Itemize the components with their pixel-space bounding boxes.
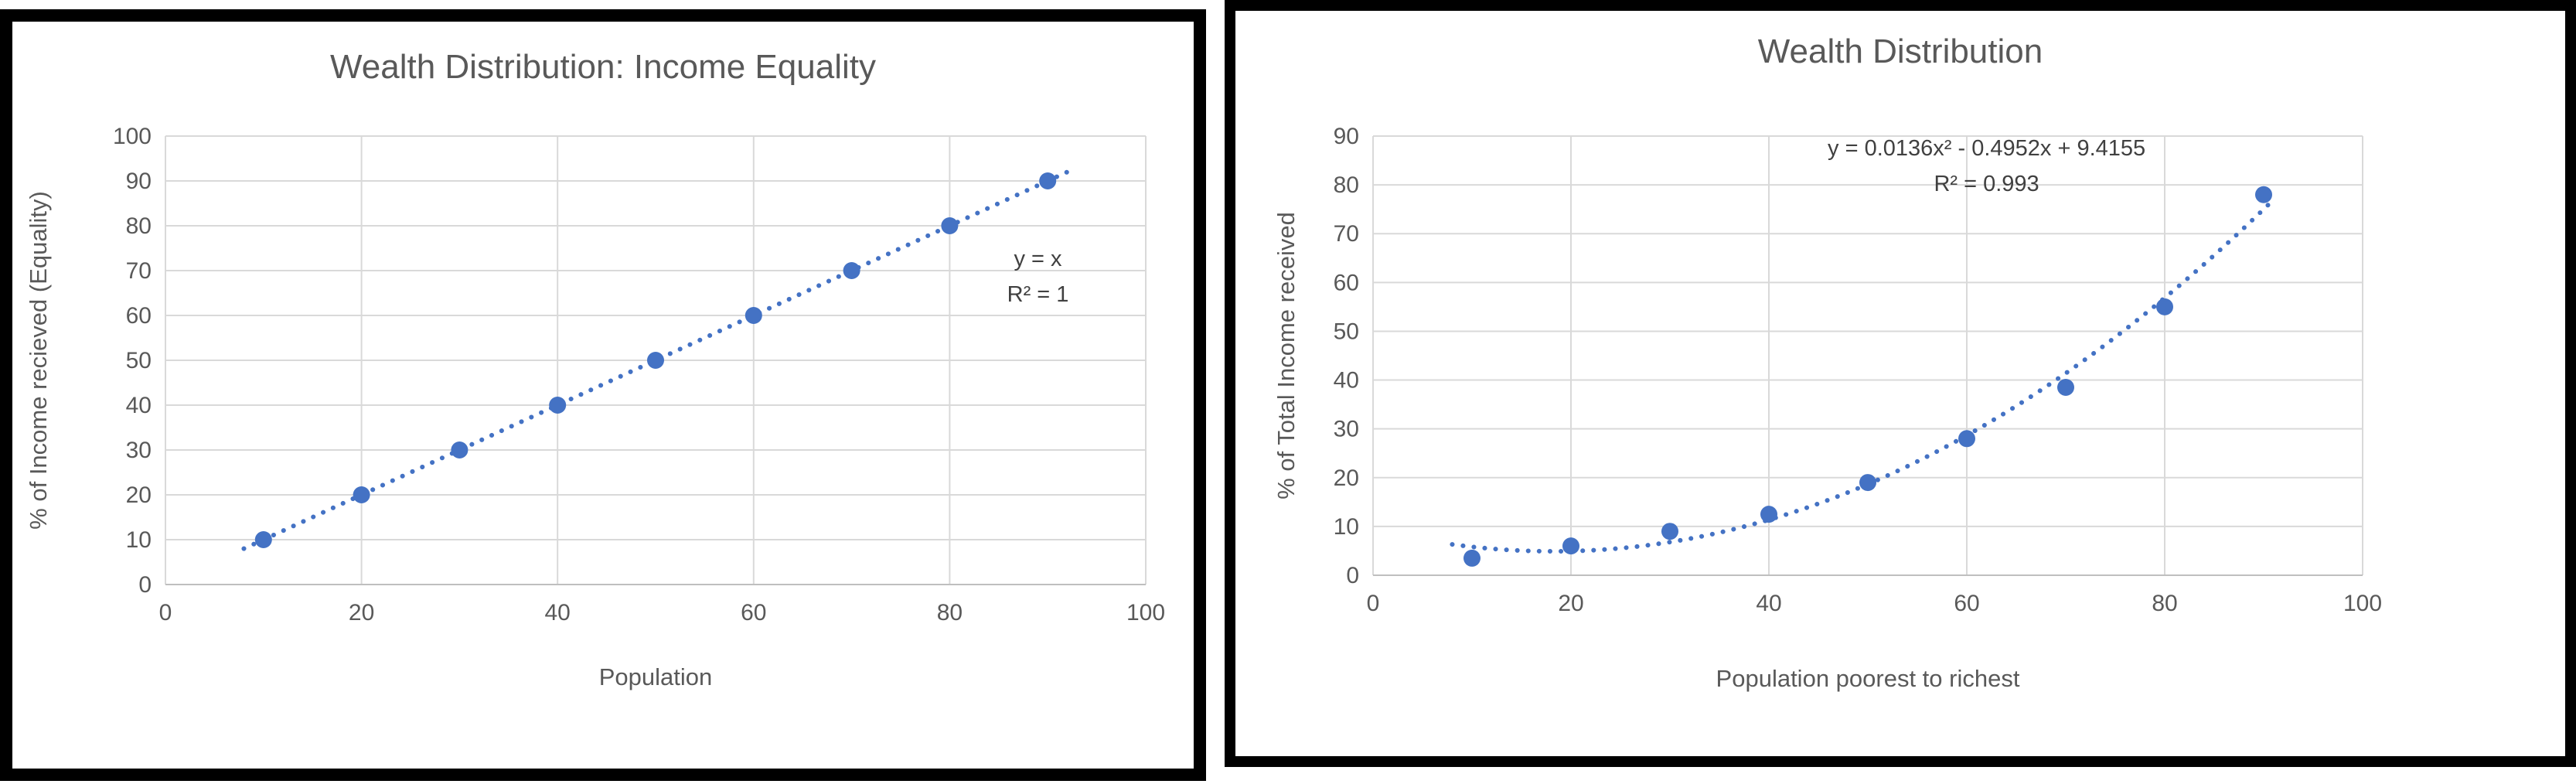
trendline[interactable] bbox=[1450, 197, 2276, 554]
y-tick-label: 50 bbox=[1334, 319, 1359, 344]
y-tick-label: 10 bbox=[1334, 514, 1359, 540]
data-point[interactable] bbox=[1958, 430, 1975, 448]
y-tick-label: 90 bbox=[126, 169, 152, 194]
data-point[interactable] bbox=[1039, 172, 1057, 189]
chart-title: Wealth Distribution bbox=[1757, 32, 2043, 70]
y-tick-label: 40 bbox=[126, 393, 152, 418]
y-tick-label: 40 bbox=[1334, 368, 1359, 394]
y-tick-label: 80 bbox=[1334, 172, 1359, 198]
data-point[interactable] bbox=[451, 441, 469, 458]
trendline[interactable] bbox=[241, 169, 1070, 551]
y-tick-label: 70 bbox=[1334, 221, 1359, 247]
y-tick-label: 60 bbox=[126, 303, 152, 329]
x-axis-title: Population poorest to richest bbox=[1716, 665, 2020, 692]
chart-panel-equality-inner: Wealth Distribution: Income Equality % o… bbox=[12, 22, 1194, 769]
x-tick-label: 60 bbox=[1954, 591, 1979, 616]
x-tick-label: 40 bbox=[545, 600, 571, 625]
y-tick-label: 0 bbox=[1346, 563, 1359, 588]
y-tick-label: 20 bbox=[1334, 465, 1359, 491]
x-tick-label: 80 bbox=[2152, 591, 2177, 616]
x-tick-label: 20 bbox=[1558, 591, 1583, 616]
y-tick-label: 20 bbox=[126, 482, 152, 508]
y-tick-label: 90 bbox=[1334, 124, 1359, 149]
x-tick-label: 100 bbox=[1126, 600, 1165, 625]
data-point[interactable] bbox=[2255, 186, 2272, 203]
data-point[interactable] bbox=[254, 531, 272, 548]
data-point[interactable] bbox=[1661, 523, 1678, 540]
x-tick-label: 40 bbox=[1756, 591, 1781, 616]
data-point[interactable] bbox=[1463, 549, 1481, 567]
y-tick-label: 30 bbox=[126, 438, 152, 463]
y-tick-label: 50 bbox=[126, 348, 152, 373]
data-point[interactable] bbox=[941, 217, 959, 234]
data-point[interactable] bbox=[843, 262, 860, 279]
wealth-scatter-plot: 0 20 40 60 80 100 0 10 20 30 40 50 60 70 80 90 y = 0.013… bbox=[1334, 124, 2382, 616]
chart-panel-equality[interactable]: Wealth Distribution: Income Equality % o… bbox=[0, 9, 1206, 781]
data-point[interactable] bbox=[745, 307, 762, 324]
data-point[interactable] bbox=[647, 352, 664, 369]
chart-title: Wealth Distribution: Income Equality bbox=[330, 48, 876, 86]
data-point[interactable] bbox=[1760, 506, 1777, 523]
x-tick-label: 0 bbox=[159, 600, 172, 625]
data-point[interactable] bbox=[1562, 537, 1579, 555]
trendline-label: R² = 1 bbox=[1007, 282, 1069, 307]
y-tick-label: 30 bbox=[1334, 417, 1359, 442]
trendline-label: y = 0.0136x² - 0.4952x + 9.4155 bbox=[1828, 136, 2145, 161]
y-tick-label: 10 bbox=[126, 527, 152, 553]
y-tick-label: 70 bbox=[126, 258, 152, 284]
y-tick-label: 80 bbox=[126, 213, 152, 239]
x-axis-title: Population bbox=[598, 663, 713, 690]
y-tick-label: 100 bbox=[113, 124, 152, 149]
x-tick-label: 0 bbox=[1367, 591, 1380, 616]
data-point[interactable] bbox=[1859, 474, 1876, 492]
x-tick-label: 20 bbox=[349, 600, 374, 625]
data-point[interactable] bbox=[353, 486, 370, 503]
chart-panel-wealth[interactable]: Wealth Distribution % of Total Income re… bbox=[1225, 0, 2576, 767]
y-tick-label: 0 bbox=[138, 572, 152, 598]
data-point[interactable] bbox=[549, 397, 567, 414]
trendline-label: R² = 0.993 bbox=[1934, 172, 2039, 196]
data-point[interactable] bbox=[2156, 298, 2173, 315]
x-tick-label: 60 bbox=[741, 600, 766, 625]
x-tick-label: 100 bbox=[2343, 591, 2382, 616]
equality-scatter-plot: 0 20 40 60 80 100 0 10 20 30 40 50 60 70 80 90 100 y = x R… bbox=[113, 124, 1165, 625]
x-tick-label: 80 bbox=[937, 600, 963, 625]
trendline-label: y = x bbox=[1014, 247, 1062, 271]
data-point[interactable] bbox=[2057, 379, 2074, 397]
chart-panel-wealth-inner: Wealth Distribution % of Total Income re… bbox=[1235, 11, 2565, 756]
y-tick-label: 60 bbox=[1334, 270, 1359, 295]
